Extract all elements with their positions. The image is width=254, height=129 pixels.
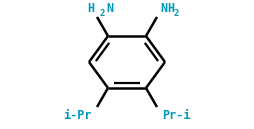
Text: 2: 2 [173, 9, 179, 18]
Text: H: H [166, 2, 173, 15]
Text: i-Pr: i-Pr [63, 109, 92, 122]
Text: Pr-i: Pr-i [161, 109, 190, 122]
Text: N: N [106, 2, 113, 15]
Text: 2: 2 [100, 9, 105, 18]
Text: N: N [159, 2, 166, 15]
Text: H: H [87, 2, 94, 15]
